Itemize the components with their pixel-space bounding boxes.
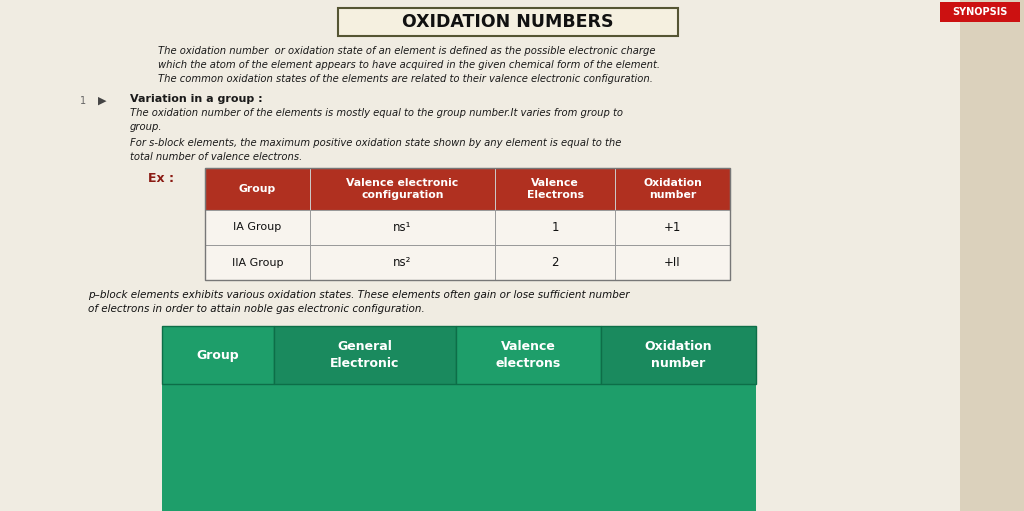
Text: IIA Group: IIA Group xyxy=(231,258,284,267)
Text: ▶: ▶ xyxy=(98,96,106,106)
Text: The common oxidation states of the elements are related to their valence electro: The common oxidation states of the eleme… xyxy=(158,74,653,84)
Text: group.: group. xyxy=(130,122,163,132)
Bar xyxy=(205,168,730,280)
Bar xyxy=(338,8,678,36)
Text: Group: Group xyxy=(197,349,240,361)
Bar xyxy=(601,326,756,384)
Text: The oxidation number  or oxidation state of an element is defined as the possibl: The oxidation number or oxidation state … xyxy=(158,46,655,56)
Text: 1: 1 xyxy=(80,96,86,106)
Bar xyxy=(162,326,274,384)
Text: 2: 2 xyxy=(551,256,559,269)
Bar xyxy=(274,326,456,384)
Text: Variation in a group :: Variation in a group : xyxy=(130,94,262,104)
Text: IA Group: IA Group xyxy=(233,222,282,233)
Bar xyxy=(961,0,1024,511)
Text: of electrons in order to attain noble gas electronic configuration.: of electrons in order to attain noble ga… xyxy=(88,304,425,314)
Text: Oxidation
number: Oxidation number xyxy=(643,178,701,200)
Bar xyxy=(940,2,1020,22)
Text: +II: +II xyxy=(665,256,681,269)
Text: For s-block elements, the maximum positive oxidation state shown by any element : For s-block elements, the maximum positi… xyxy=(130,138,622,148)
Text: SYNOPSIS: SYNOPSIS xyxy=(952,7,1008,17)
Text: Ex :: Ex : xyxy=(148,172,174,185)
Text: 1: 1 xyxy=(551,221,559,234)
Text: ns¹: ns¹ xyxy=(393,221,412,234)
Text: p–block elements exhibits various oxidation states. These elements often gain or: p–block elements exhibits various oxidat… xyxy=(88,290,630,300)
Text: Valence electronic
configuration: Valence electronic configuration xyxy=(346,178,459,200)
Bar xyxy=(205,168,730,210)
Text: which the atom of the element appears to have acquired in the given chemical for: which the atom of the element appears to… xyxy=(158,60,660,70)
Text: Valence
Electrons: Valence Electrons xyxy=(526,178,584,200)
Text: +1: +1 xyxy=(664,221,681,234)
Text: Group: Group xyxy=(239,184,276,194)
Text: Oxidation
number: Oxidation number xyxy=(645,340,713,370)
Text: The oxidation number of the elements is mostly equal to the group number.It vari: The oxidation number of the elements is … xyxy=(130,108,623,118)
Bar xyxy=(162,326,756,511)
Text: General
Electronic: General Electronic xyxy=(331,340,399,370)
Text: total number of valence electrons.: total number of valence electrons. xyxy=(130,152,302,162)
Text: Valence
electrons: Valence electrons xyxy=(496,340,561,370)
Text: ns²: ns² xyxy=(393,256,412,269)
Text: OXIDATION NUMBERS: OXIDATION NUMBERS xyxy=(402,13,613,31)
Bar xyxy=(205,210,730,245)
Bar xyxy=(205,245,730,280)
Bar xyxy=(456,326,601,384)
